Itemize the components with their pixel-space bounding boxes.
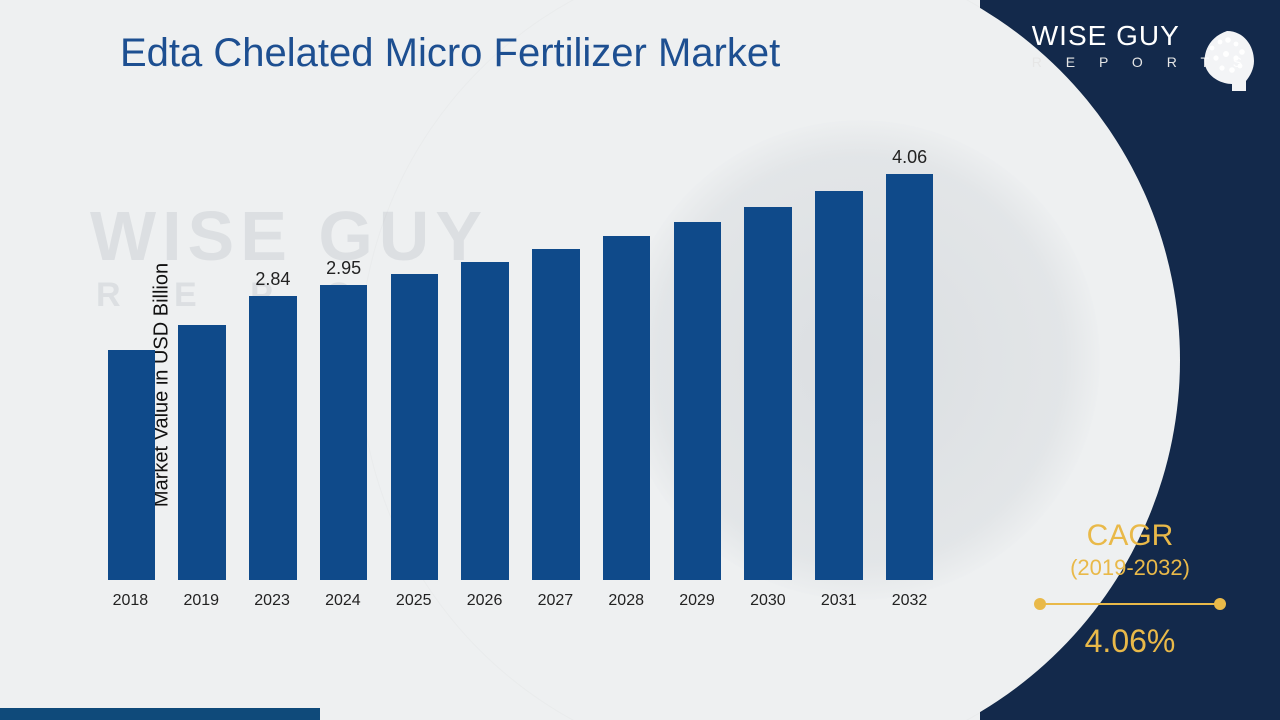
bar-slot bbox=[671, 150, 724, 580]
cagr-label: CAGR bbox=[1020, 519, 1240, 553]
page-title: Edta Chelated Micro Fertilizer Market bbox=[120, 30, 780, 76]
bar bbox=[744, 207, 791, 580]
x-tick: 2024 bbox=[316, 592, 369, 610]
bar-slot: 2.95 bbox=[317, 150, 370, 580]
x-tick: 2025 bbox=[387, 592, 440, 610]
bar-chart: Market Value in USD Billion 2.842.954.06… bbox=[60, 150, 940, 620]
bar bbox=[249, 296, 296, 580]
bar bbox=[886, 174, 933, 580]
brand-head-icon bbox=[1192, 26, 1262, 96]
bar-slot bbox=[176, 150, 229, 580]
bar-slot bbox=[813, 150, 866, 580]
bar-slot bbox=[388, 150, 441, 580]
bar bbox=[320, 285, 367, 580]
brand-word-guy: GUY bbox=[1116, 20, 1180, 51]
bar bbox=[108, 350, 155, 580]
bar bbox=[532, 249, 579, 580]
x-tick: 2023 bbox=[246, 592, 299, 610]
x-tick: 2019 bbox=[175, 592, 228, 610]
bar-value-label: 2.84 bbox=[247, 269, 300, 290]
bar-slot bbox=[742, 150, 795, 580]
report-card: WISE GUY R E P O R T S Edta Chelated Mic… bbox=[0, 0, 1280, 720]
bar-slot bbox=[105, 150, 158, 580]
bar-slot: 2.84 bbox=[247, 150, 300, 580]
x-ticks: 2018 2019 2023 2024 2025 2026 2027 2028 2029 2030… bbox=[100, 592, 940, 610]
x-tick: 2032 bbox=[883, 592, 936, 610]
cagr-divider bbox=[1040, 603, 1220, 605]
x-tick: 2018 bbox=[104, 592, 157, 610]
x-tick: 2031 bbox=[812, 592, 865, 610]
bar-slot bbox=[459, 150, 512, 580]
cagr-block: CAGR (2019-2032) 4.06% bbox=[1020, 519, 1240, 660]
cagr-value: 4.06% bbox=[1020, 623, 1240, 660]
x-tick: 2030 bbox=[741, 592, 794, 610]
bar bbox=[603, 236, 650, 580]
bar-value-label: 4.06 bbox=[883, 147, 936, 168]
x-tick: 2027 bbox=[529, 592, 582, 610]
brand-word-wise: WISE bbox=[1032, 20, 1108, 51]
bar-value-label: 2.95 bbox=[317, 258, 370, 279]
bar bbox=[178, 325, 225, 580]
bars-container: 2.84 2.95 4.06 bbox=[101, 150, 940, 580]
x-tick: 2029 bbox=[671, 592, 724, 610]
bar-slot bbox=[600, 150, 653, 580]
bar bbox=[674, 222, 721, 580]
x-tick: 2028 bbox=[600, 592, 653, 610]
bar bbox=[461, 262, 508, 580]
brand-logo: WISE GUY R E P O R T S bbox=[1032, 20, 1252, 70]
bar bbox=[391, 274, 438, 580]
x-tick: 2026 bbox=[458, 592, 511, 610]
bar bbox=[815, 191, 862, 580]
plot-area: 2.84 2.95 4.06 bbox=[100, 150, 940, 580]
footer-accent bbox=[0, 708, 320, 720]
bar-slot: 4.06 bbox=[883, 150, 936, 580]
bar-slot bbox=[530, 150, 583, 580]
cagr-range: (2019-2032) bbox=[1020, 555, 1240, 581]
